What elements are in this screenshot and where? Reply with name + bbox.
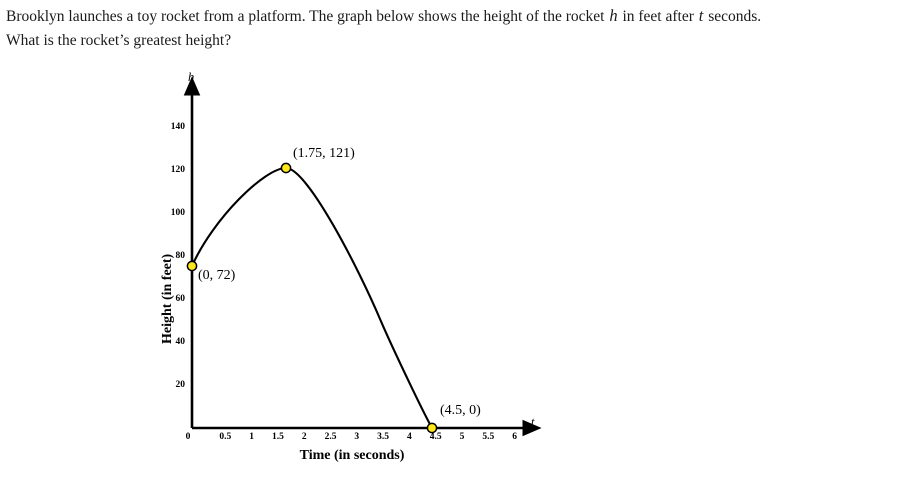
origin-label: 0	[185, 432, 191, 442]
point-label-y-intercept: (0, 72)	[198, 268, 236, 283]
graph-canvas	[183, 76, 542, 437]
x-tick-label-6: 6	[512, 432, 517, 442]
y-axis-title: Height (in feet)	[160, 253, 175, 344]
x-tick-label-1-5: 1.5	[271, 432, 284, 442]
parabola-curve	[190, 166, 434, 430]
point-y-intercept	[186, 260, 198, 272]
x-tick-label-3: 3	[354, 432, 360, 442]
y-tick-label-100: 100	[170, 208, 185, 218]
x-tick-label-0-5: 0.5	[219, 432, 232, 442]
question-text-part-2: in feet after	[618, 8, 698, 25]
y-tick-label-80: 80	[175, 251, 186, 261]
x-tick-label-1: 1	[249, 432, 254, 442]
question-prompt: Brooklyn launches a toy rocket from a pl…	[6, 4, 892, 53]
x-tick-label-5: 5	[459, 432, 465, 442]
graph-figure: h t 20 40 60 80 100 120 140 0 0.5 1 1.5 …	[0, 56, 898, 489]
variable-t: t	[698, 6, 704, 25]
question-line-2: What is the rocket’s greatest height?	[6, 32, 232, 49]
x-tick-label-3-5: 3.5	[377, 432, 390, 442]
y-tick-label-140: 140	[170, 122, 185, 132]
y-tick-label-40: 40	[175, 337, 186, 347]
point-vertex	[280, 162, 292, 174]
x-tick-label-2-5: 2.5	[324, 432, 337, 442]
question-line-1: Brooklyn launches a toy rocket from a pl…	[6, 4, 892, 29]
y-tick-label-120: 120	[170, 165, 185, 175]
point-label-vertex: (1.75, 121)	[293, 146, 355, 161]
y-axis-variable-label: h	[188, 70, 195, 84]
question-text-part-3: seconds.	[704, 8, 762, 25]
x-axis-variable-label: t	[531, 415, 535, 429]
x-tick-label-5-5: 5.5	[482, 432, 495, 442]
variable-h: h	[609, 6, 618, 25]
y-tick-label-60: 60	[175, 294, 186, 304]
question-text-part-1: Brooklyn launches a toy rocket from a pl…	[6, 8, 609, 25]
x-tick-label-4: 4	[407, 432, 412, 442]
x-tick-label-4-5: 4.5	[429, 432, 442, 442]
point-label-x-intercept: (4.5, 0)	[440, 403, 481, 418]
y-tick-label-20: 20	[175, 380, 186, 390]
point-x-intercept	[426, 422, 438, 434]
x-tick-label-2: 2	[301, 432, 307, 442]
x-axis-title: Time (in seconds)	[299, 448, 405, 463]
